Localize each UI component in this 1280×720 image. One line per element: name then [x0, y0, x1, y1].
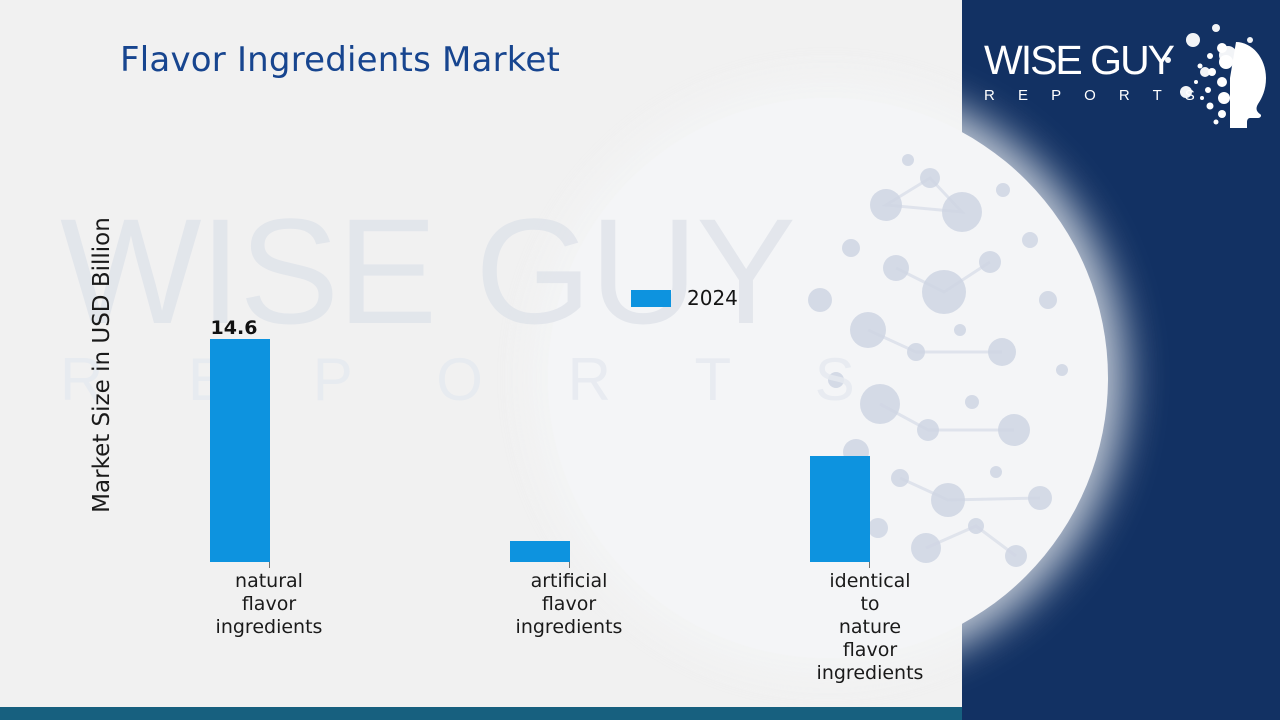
legend-label-2024: 2024	[687, 286, 738, 310]
footer-accent-band	[0, 707, 962, 720]
bar-artificial-flavor-ingredients[interactable]	[510, 541, 570, 562]
x-axis-label-2: artificial flavor ingredients	[515, 570, 623, 638]
wiseguy-reports-logo: WISE GUY R E P O R T S	[984, 37, 1274, 128]
x-axis-tick-2	[569, 562, 570, 568]
bar-identical-to-nature-flavor-ingredients[interactable]	[810, 456, 870, 562]
bar-chart: Market Size in USD Billion 14.6 natural …	[89, 217, 924, 684]
x-axis-tick-1	[269, 562, 270, 568]
x-axis-tick-3	[869, 562, 870, 568]
y-axis-label: Market Size in USD Billion	[89, 217, 115, 513]
legend-swatch-2024	[631, 289, 671, 307]
head-profile-dots-icon	[1194, 42, 1266, 128]
x-axis-label-3: identical to nature flavor ingredients	[816, 570, 924, 684]
x-axis-label-1: natural flavor ingredients	[215, 570, 323, 638]
page-title: Flavor Ingredients Market	[120, 40, 561, 80]
logo-sub-text: R E P O R T S	[984, 87, 1205, 104]
bar-natural-flavor-ingredients[interactable]	[210, 339, 270, 562]
logo-main-text: WISE GUY	[984, 37, 1175, 83]
bar-value-label-1: 14.6	[210, 317, 258, 339]
chart-legend: 2024	[631, 286, 738, 310]
